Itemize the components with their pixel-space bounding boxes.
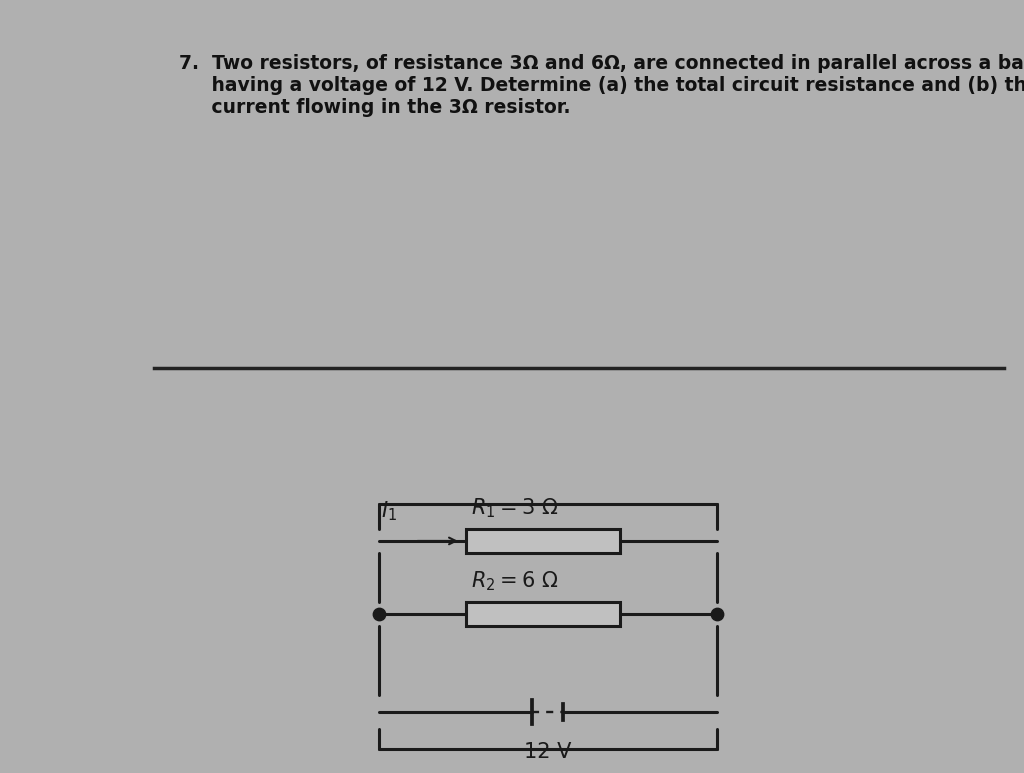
Text: $I_1$: $I_1$ — [381, 499, 397, 523]
Text: $R_1 = 3\ \Omega$: $R_1 = 3\ \Omega$ — [471, 496, 558, 519]
Point — [709, 608, 725, 621]
Bar — [466, 529, 620, 553]
Text: 12 V: 12 V — [524, 742, 571, 762]
Point — [371, 608, 387, 621]
Bar — [466, 602, 620, 626]
Text: 7.  Two resistors, of resistance 3Ω and 6Ω, are connected in parallel across a b: 7. Two resistors, of resistance 3Ω and 6… — [179, 54, 1024, 117]
Text: $R_2 = 6\ \Omega$: $R_2 = 6\ \Omega$ — [471, 569, 558, 593]
